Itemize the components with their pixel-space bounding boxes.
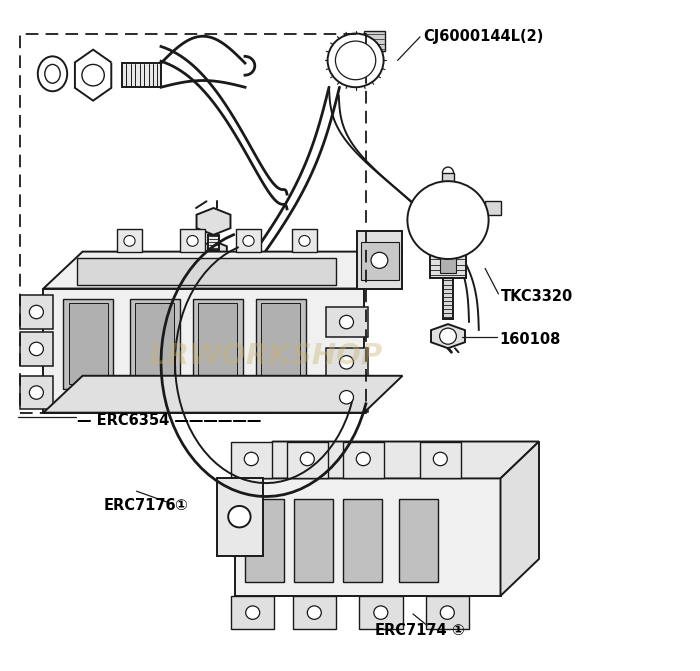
- Polygon shape: [122, 63, 161, 87]
- Polygon shape: [231, 442, 272, 478]
- Circle shape: [243, 236, 254, 246]
- Circle shape: [340, 391, 354, 404]
- Polygon shape: [343, 442, 384, 478]
- Circle shape: [340, 315, 354, 329]
- Circle shape: [340, 356, 354, 369]
- Ellipse shape: [38, 56, 67, 91]
- Text: — ERC6354 ——————: — ERC6354 ——————: [77, 413, 261, 427]
- Polygon shape: [69, 303, 108, 384]
- Polygon shape: [217, 478, 262, 556]
- Polygon shape: [399, 499, 438, 582]
- Circle shape: [82, 64, 104, 86]
- Polygon shape: [130, 299, 180, 389]
- Circle shape: [307, 606, 321, 619]
- Polygon shape: [292, 229, 317, 252]
- Circle shape: [246, 606, 260, 619]
- Polygon shape: [485, 201, 501, 215]
- Polygon shape: [326, 382, 368, 412]
- Polygon shape: [440, 245, 456, 273]
- Text: 160108: 160108: [499, 332, 561, 347]
- Polygon shape: [193, 299, 243, 389]
- Polygon shape: [20, 295, 52, 329]
- Polygon shape: [343, 499, 382, 582]
- Circle shape: [371, 252, 388, 268]
- Circle shape: [328, 34, 384, 87]
- Polygon shape: [20, 376, 52, 409]
- Polygon shape: [43, 289, 364, 413]
- Circle shape: [228, 506, 251, 527]
- Polygon shape: [326, 348, 368, 377]
- Polygon shape: [364, 31, 385, 51]
- Polygon shape: [326, 307, 368, 337]
- Polygon shape: [43, 252, 402, 289]
- Polygon shape: [357, 231, 402, 289]
- Polygon shape: [431, 324, 465, 348]
- Polygon shape: [500, 442, 539, 596]
- Polygon shape: [75, 50, 111, 101]
- Polygon shape: [63, 299, 113, 389]
- Polygon shape: [234, 442, 539, 478]
- Polygon shape: [293, 596, 336, 629]
- Polygon shape: [287, 442, 328, 478]
- Circle shape: [29, 342, 43, 356]
- Polygon shape: [360, 242, 399, 280]
- Text: TKC3320: TKC3320: [500, 289, 573, 304]
- Circle shape: [440, 328, 456, 344]
- Text: ①: ①: [174, 498, 186, 513]
- Polygon shape: [20, 332, 52, 366]
- Circle shape: [29, 305, 43, 319]
- Polygon shape: [208, 235, 219, 250]
- Polygon shape: [135, 303, 174, 384]
- Polygon shape: [117, 229, 142, 252]
- Polygon shape: [197, 208, 230, 235]
- Circle shape: [356, 452, 370, 466]
- Circle shape: [440, 606, 454, 619]
- Polygon shape: [77, 258, 336, 285]
- Text: ①: ①: [452, 623, 464, 638]
- Polygon shape: [43, 376, 402, 413]
- Circle shape: [433, 452, 447, 466]
- Circle shape: [124, 236, 135, 246]
- Polygon shape: [180, 229, 205, 252]
- Ellipse shape: [45, 64, 60, 83]
- Polygon shape: [359, 596, 402, 629]
- Polygon shape: [200, 241, 227, 262]
- Polygon shape: [420, 442, 461, 478]
- Text: LRWORKSHOP: LRWORKSHOP: [149, 342, 383, 370]
- Polygon shape: [245, 499, 284, 582]
- Polygon shape: [236, 229, 261, 252]
- Circle shape: [29, 386, 43, 399]
- Polygon shape: [198, 303, 237, 384]
- Bar: [20, 34, 366, 413]
- Polygon shape: [443, 278, 453, 319]
- Text: ERC7174: ERC7174: [374, 623, 447, 638]
- Polygon shape: [430, 235, 466, 278]
- Circle shape: [407, 181, 489, 259]
- Polygon shape: [442, 173, 454, 188]
- Circle shape: [374, 606, 388, 619]
- Polygon shape: [231, 596, 274, 629]
- Circle shape: [244, 452, 258, 466]
- Circle shape: [299, 236, 310, 246]
- Polygon shape: [426, 596, 469, 629]
- Circle shape: [335, 41, 376, 80]
- Text: CJ6000144L(2): CJ6000144L(2): [424, 29, 544, 44]
- Circle shape: [300, 452, 314, 466]
- Polygon shape: [256, 299, 306, 389]
- Text: ERC7176: ERC7176: [104, 498, 176, 513]
- Circle shape: [187, 236, 198, 246]
- Polygon shape: [261, 303, 300, 384]
- Polygon shape: [294, 499, 332, 582]
- Polygon shape: [234, 478, 500, 596]
